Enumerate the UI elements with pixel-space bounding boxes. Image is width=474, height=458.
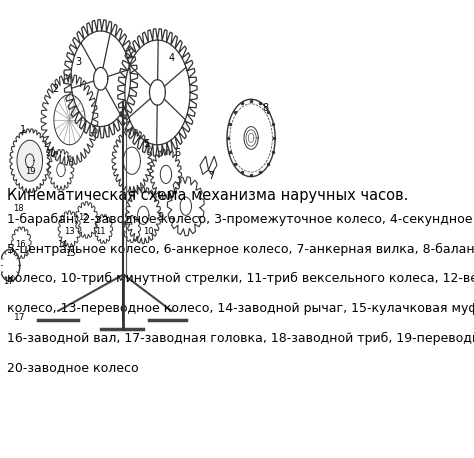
Text: 16-заводной вал, 17-заводная головка, 18-заводной триб, 19-переводной рычаг,: 16-заводной вал, 17-заводная головка, 18… bbox=[7, 332, 474, 344]
Text: колесо, 10-триб минутной стрелки, 11-триб вексельного колеса, 12-вексельное: колесо, 10-триб минутной стрелки, 11-три… bbox=[7, 272, 474, 285]
Text: 20-заводное колесо: 20-заводное колесо bbox=[7, 361, 139, 374]
Text: 20: 20 bbox=[46, 149, 56, 158]
Text: 17: 17 bbox=[3, 277, 13, 286]
Text: 14: 14 bbox=[57, 240, 67, 249]
Text: 9: 9 bbox=[157, 212, 164, 222]
Text: 1-барабан; 2-заводное колесо, 3-промежуточное колесо, 4-секундное колесо,: 1-барабан; 2-заводное колесо, 3-промежут… bbox=[7, 213, 474, 226]
Text: 11: 11 bbox=[95, 227, 106, 235]
Text: 12: 12 bbox=[78, 213, 89, 222]
Text: 3: 3 bbox=[75, 57, 81, 67]
Text: 5: 5 bbox=[143, 139, 149, 149]
Text: 16: 16 bbox=[16, 240, 26, 249]
Text: 4: 4 bbox=[169, 53, 175, 63]
Text: 19: 19 bbox=[26, 167, 36, 176]
Polygon shape bbox=[17, 140, 43, 181]
Text: 8: 8 bbox=[263, 103, 269, 113]
Text: колесо, 13-переводное колесо, 14-заводной рычаг, 15-кулачковая муфта,: колесо, 13-переводное колесо, 14-заводно… bbox=[7, 302, 474, 315]
Text: 6: 6 bbox=[174, 148, 181, 158]
Text: 10: 10 bbox=[143, 227, 154, 235]
Text: 18: 18 bbox=[13, 204, 23, 213]
Text: 5-центральное колесо, 6-анкерное колесо, 7-анкерная вилка, 8-баланс, 9-часовое: 5-центральное колесо, 6-анкерное колесо,… bbox=[7, 243, 474, 256]
Text: 17: 17 bbox=[14, 313, 26, 322]
Text: 7: 7 bbox=[209, 171, 215, 181]
Text: Кинематическая схема механизма наручных часов.: Кинематическая схема механизма наручных … bbox=[7, 188, 409, 203]
Text: 1: 1 bbox=[20, 125, 26, 136]
Text: 13: 13 bbox=[64, 227, 74, 235]
Text: 2: 2 bbox=[52, 84, 58, 94]
Text: 15: 15 bbox=[65, 249, 76, 258]
